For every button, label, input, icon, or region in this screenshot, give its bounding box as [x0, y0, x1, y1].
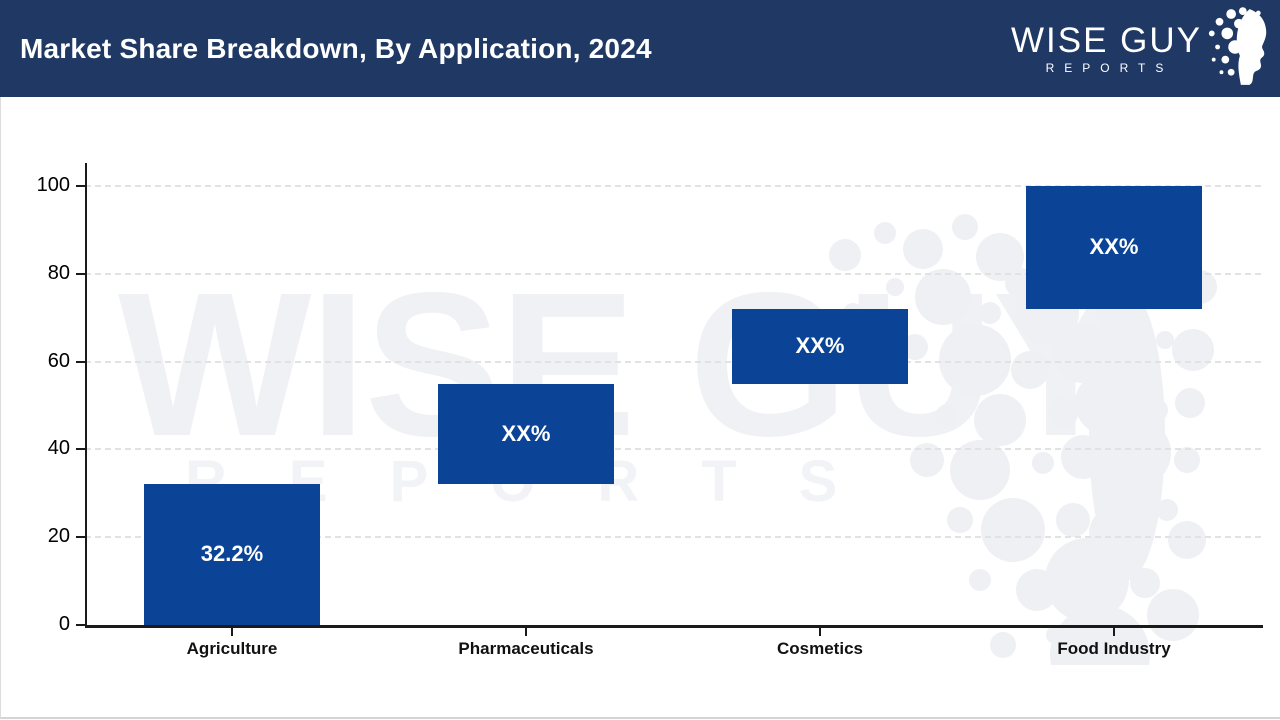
y-tick-mark — [76, 448, 85, 451]
bar-pharmaceuticals: XX% — [438, 383, 614, 484]
chart-title: Market Share Breakdown, By Application, … — [20, 32, 652, 64]
x-category-label-food-industry: Food Industry — [1057, 639, 1171, 658]
gridline-y80 — [85, 272, 1261, 275]
gridline-y60 — [85, 360, 1261, 363]
bar-food-industry: XX% — [1026, 186, 1202, 309]
x-tick-mark — [231, 628, 233, 636]
bar-value-label: XX% — [1089, 234, 1139, 260]
logo-brand-sub: REPORTS — [1045, 61, 1174, 76]
x-tick-mark — [819, 628, 821, 636]
y-tick-mark — [76, 272, 85, 275]
y-tick-label: 0 — [58, 613, 70, 635]
gridline-y100 — [85, 185, 1261, 187]
gridline-y40 — [85, 448, 1261, 451]
gridline-y20 — [85, 536, 1261, 539]
bar-agriculture: 32.2% — [144, 483, 320, 625]
y-tick-mark — [76, 360, 85, 363]
wiseguy-face-dots-icon — [1204, 6, 1268, 93]
wiseguy-logo-text: WISE GUY REPORTS — [1010, 20, 1202, 76]
x-category-label-agriculture: Agriculture — [186, 639, 278, 658]
y-tick-mark — [76, 624, 85, 626]
logo-brand-name: WISE GUY — [1010, 20, 1202, 60]
bar-value-label: 32.2% — [200, 541, 264, 567]
y-axis-spine — [85, 163, 87, 627]
header-banner: Market Share Breakdown, By Application, … — [0, 0, 1280, 97]
wiseguy-logo: WISE GUY REPORTS — [1011, 4, 1268, 94]
bar-value-label: XX% — [795, 333, 845, 359]
watermark-face-dots-icon — [815, 205, 1255, 705]
x-tick-mark — [525, 628, 527, 636]
y-tick-mark — [76, 536, 85, 539]
bar-cosmetics: XX% — [732, 308, 908, 384]
y-tick-mark — [76, 185, 85, 187]
bar-value-label: XX% — [501, 420, 551, 446]
x-category-label-pharmaceuticals: Pharmaceuticals — [458, 639, 594, 658]
y-tick-label: 100 — [36, 174, 70, 196]
y-tick-label: 60 — [47, 349, 70, 372]
y-tick-label: 20 — [47, 525, 70, 548]
y-tick-label: 40 — [47, 437, 70, 460]
y-tick-label: 80 — [47, 261, 70, 284]
x-category-label-cosmetics: Cosmetics — [777, 639, 863, 658]
x-tick-mark — [1113, 628, 1115, 636]
x-axis-spine — [85, 625, 1263, 628]
